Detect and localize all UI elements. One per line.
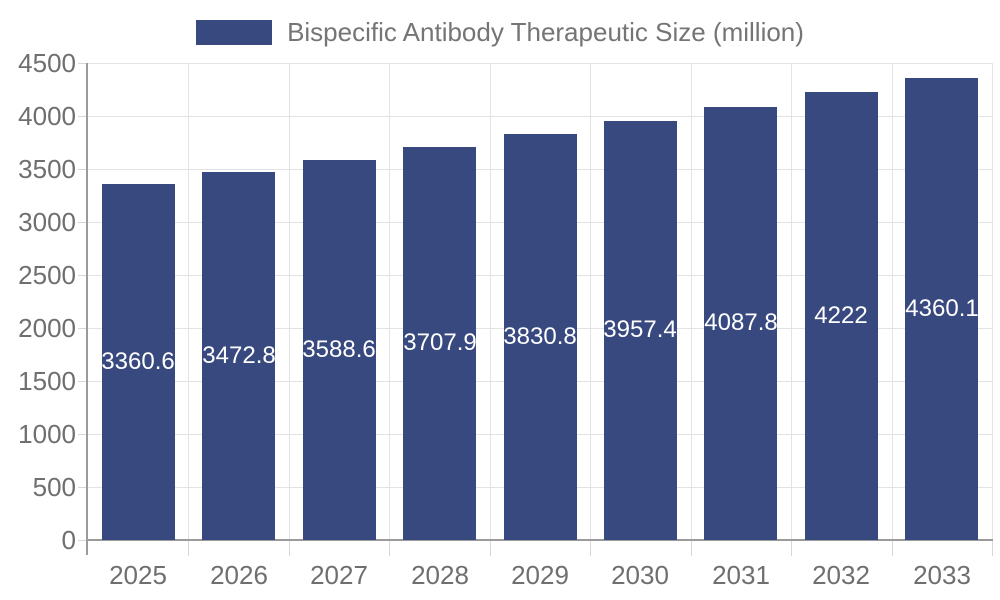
v-gridline xyxy=(188,63,189,540)
bar-2033[interactable] xyxy=(905,78,978,540)
y-axis-tick xyxy=(78,222,88,223)
y-axis-tick xyxy=(78,116,88,117)
bar-2027[interactable] xyxy=(303,160,376,540)
y-axis-label: 1000 xyxy=(18,419,76,449)
y-axis-tick xyxy=(78,487,88,488)
v-gridline xyxy=(590,63,591,540)
bar-value-label: 3472.8 xyxy=(202,342,276,369)
bar-value-label: 3360.6 xyxy=(101,348,175,375)
bar-value-label: 4087.8 xyxy=(704,309,778,336)
y-axis-tick xyxy=(78,381,88,382)
y-axis-label: 500 xyxy=(32,472,76,502)
bar-value-label: 3588.6 xyxy=(302,336,376,363)
x-axis-label: 2029 xyxy=(511,560,569,590)
bar-value-label: 3957.4 xyxy=(603,316,677,343)
bar-2030[interactable] xyxy=(604,121,677,540)
x-axis-label: 2033 xyxy=(913,560,971,590)
bar-value-label: 3830.8 xyxy=(503,323,577,350)
y-axis-label: 3000 xyxy=(18,207,76,237)
y-axis-line xyxy=(86,63,88,555)
x-axis-label: 2031 xyxy=(712,560,770,590)
h-gridline xyxy=(88,116,992,117)
x-axis-tick xyxy=(490,541,491,556)
x-axis-tick xyxy=(188,541,189,556)
x-axis-tick xyxy=(289,541,290,556)
y-axis-label: 0 xyxy=(61,525,76,555)
x-axis-label: 2026 xyxy=(210,560,268,590)
y-axis-label: 4500 xyxy=(18,48,76,78)
x-axis-label: 2032 xyxy=(812,560,870,590)
y-axis-tick xyxy=(78,328,88,329)
v-gridline xyxy=(389,63,390,540)
y-axis-tick xyxy=(78,434,88,435)
y-axis-tick xyxy=(78,63,88,64)
v-gridline xyxy=(892,63,893,540)
bar-2032[interactable] xyxy=(805,92,878,540)
y-axis-label: 2000 xyxy=(18,313,76,343)
x-axis-tick xyxy=(691,541,692,556)
bar-2026[interactable] xyxy=(202,172,275,540)
bar-2031[interactable] xyxy=(704,107,777,540)
bar-2025[interactable] xyxy=(102,184,175,540)
v-gridline xyxy=(791,63,792,540)
y-axis-tick xyxy=(78,275,88,276)
y-axis-tick xyxy=(78,169,88,170)
h-gridline xyxy=(88,63,992,64)
x-axis-tick xyxy=(791,541,792,556)
y-axis-label: 2500 xyxy=(18,260,76,290)
legend-label: Bispecific Antibody Therapeutic Size (mi… xyxy=(287,16,804,47)
bar-value-label: 4222 xyxy=(814,302,868,329)
x-axis-tick xyxy=(389,541,390,556)
v-gridline xyxy=(992,63,993,540)
x-axis-label: 2028 xyxy=(411,560,469,590)
x-axis-tick xyxy=(992,541,993,556)
bar-2029[interactable] xyxy=(504,134,577,540)
x-axis-tick xyxy=(892,541,893,556)
x-axis-tick xyxy=(590,541,591,556)
bar-value-label: 3707.9 xyxy=(403,329,477,356)
y-axis-label: 1500 xyxy=(18,366,76,396)
v-gridline xyxy=(691,63,692,540)
v-gridline xyxy=(289,63,290,540)
y-axis-label: 4000 xyxy=(18,101,76,131)
v-gridline xyxy=(490,63,491,540)
x-axis-label: 2025 xyxy=(109,560,167,590)
bar-2028[interactable] xyxy=(403,147,476,540)
legend-swatch-icon xyxy=(196,19,273,45)
x-axis-label: 2027 xyxy=(310,560,368,590)
y-axis-label: 3500 xyxy=(18,154,76,184)
x-axis-line xyxy=(86,539,993,541)
x-axis-label: 2030 xyxy=(611,560,669,590)
bar-value-label: 4360.1 xyxy=(905,295,979,322)
legend[interactable]: Bispecific Antibody Therapeutic Size (mi… xyxy=(0,16,1000,48)
y-axis-tick xyxy=(78,540,88,541)
